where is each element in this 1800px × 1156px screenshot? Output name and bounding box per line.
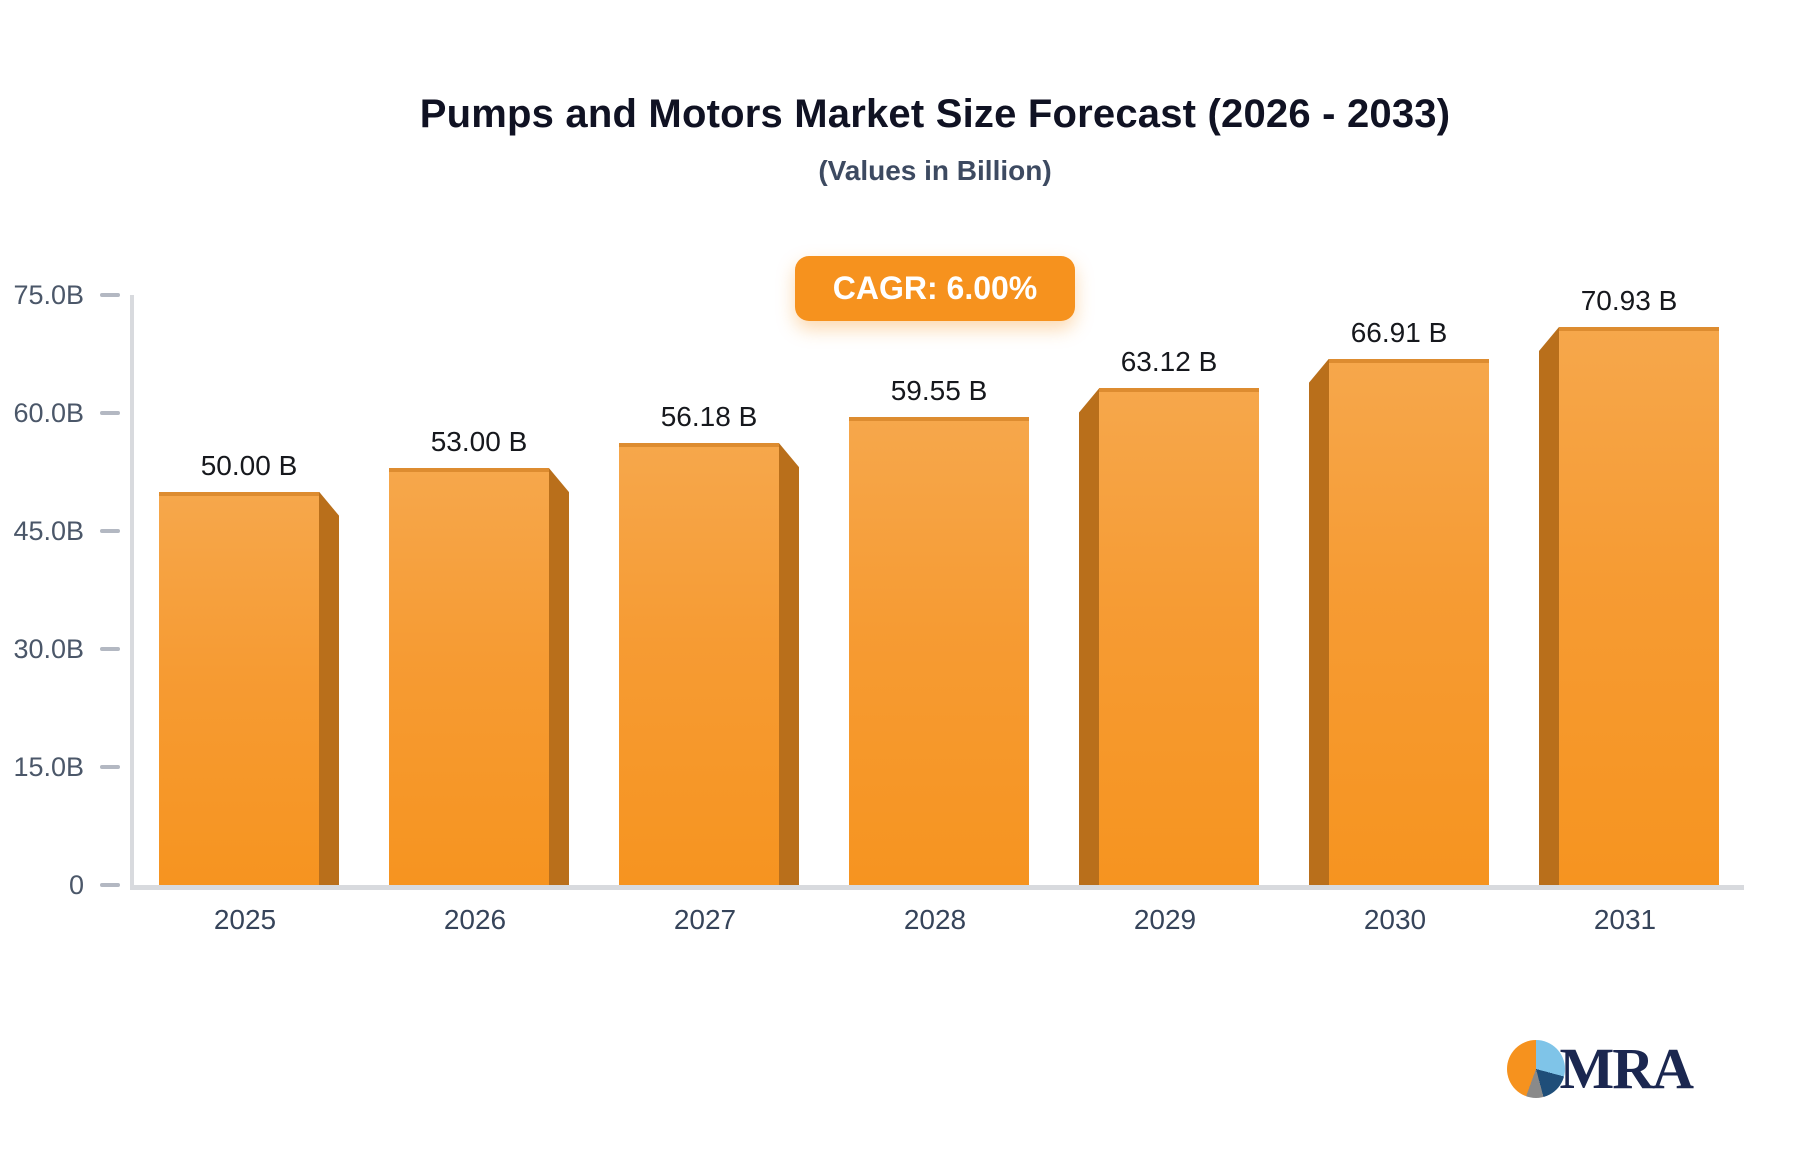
bar-value-label: 53.00 B [430,426,528,458]
bar-3d-side [1079,388,1099,885]
bar-face [1099,388,1259,885]
bar-3d-side [1309,358,1329,885]
y-tick-dash [100,765,120,769]
x-axis-label: 2025 [213,904,277,935]
x-axis-label: 2030 [1363,904,1427,935]
bar-face [1559,327,1719,885]
bar [619,443,799,885]
x-axis-label: 2027 [673,904,737,935]
y-tick-label: 30.0B [13,633,84,664]
bar [1079,388,1259,885]
bar-slot: 59.55 B [824,375,1054,885]
bar-slot: 50.00 B [134,450,364,885]
pie-chart-logo-icon [1507,1040,1566,1098]
bar-slot: 70.93 B [1514,285,1744,885]
bar-face [619,443,779,885]
y-tick-label: 0 [68,869,84,900]
cagr-badge: CAGR: 6.00% [794,256,1076,321]
x-axis-label: 2028 [903,904,967,935]
bar-3d-side [549,468,569,885]
bar-value-label: 59.55 B [890,374,988,406]
x-axis-labels: 2025 2026 2027 2028 2029 2030 2031 [130,904,1740,936]
bar-face [159,491,319,885]
bar-face [1329,358,1489,885]
bar-slot: 56.18 B [594,401,824,885]
cagr-badge-wrap: CAGR: 6.00% [130,256,1740,321]
bar-face [389,468,549,885]
x-axis-label: 2031 [1593,904,1657,935]
brand-logo: MRA [1507,1036,1694,1101]
bar-slot: 53.00 B [364,426,594,885]
bar [159,491,339,885]
x-axis-label: 2026 [443,904,507,935]
x-axis-label: 2029 [1133,904,1197,935]
y-tick-dash [100,529,120,533]
bar-3d-side [779,443,799,885]
plot-area: 75.0B 60.0B 45.0B 30.0B 15.0B 0 50.00 B … [13,280,1744,900]
y-tick-label: 45.0B [13,515,84,546]
bar-3d-side [319,491,339,885]
bar-slot: 66.91 B [1284,317,1514,885]
y-tick-dash [100,883,120,887]
y-tick-dash [100,293,120,297]
bar [849,416,1029,885]
bar-3d-side [1539,327,1559,885]
y-tick-dash [100,411,120,415]
y-tick-label: 75.0B [13,279,84,310]
bar [1539,327,1719,885]
bar-value-label: 70.93 B [1580,285,1678,317]
logo-text: MRA [1559,1036,1694,1101]
bar [1309,358,1489,885]
bars-container: 50.00 B 53.00 B 56.18 B 59.55 B 63.12 B [134,285,1744,885]
chart-subtitle: (Values in Billion) [818,155,1052,186]
bar [389,468,569,885]
y-tick-label: 60.0B [13,397,84,428]
y-tick-dash [100,647,120,651]
chart-header: Pumps and Motors Market Size Forecast (2… [130,92,1740,187]
y-tick-label: 15.0B [13,751,84,782]
bar-value-label: 56.18 B [660,401,758,433]
bar-value-label: 50.00 B [200,449,298,481]
bar-slot: 63.12 B [1054,346,1284,885]
chart-title: Pumps and Motors Market Size Forecast (2… [419,92,1451,136]
bar-value-label: 66.91 B [1350,316,1448,348]
bar-face [849,416,1029,885]
bar-value-label: 63.12 B [1120,346,1218,378]
